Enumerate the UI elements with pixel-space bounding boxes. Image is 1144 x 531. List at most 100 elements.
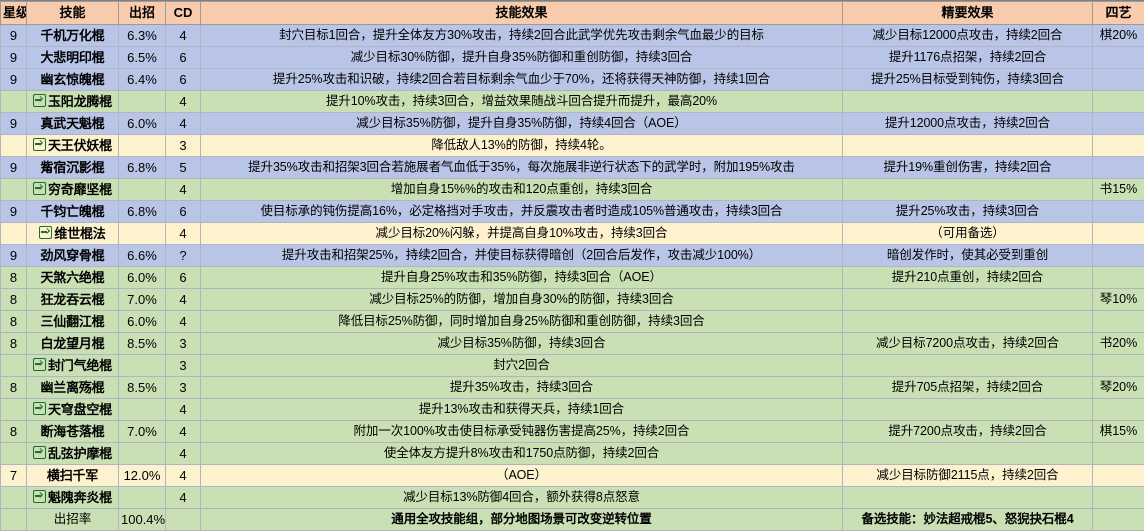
cell-essence-effect[interactable]: 提升705点招架，持续2回合 [843, 377, 1093, 399]
cell-essence-effect[interactable] [843, 443, 1093, 465]
column-header-essence[interactable]: 精要效果 [843, 2, 1093, 25]
cell-essence-effect[interactable] [843, 179, 1093, 201]
cell-star[interactable]: 9 [1, 47, 27, 69]
cell-essence-effect[interactable]: 提升210点重创，持续2回合 [843, 267, 1093, 289]
cell-cast-rate[interactable]: 7.0% [119, 289, 166, 311]
column-header-cd[interactable]: CD [166, 2, 201, 25]
cell-four-arts[interactable] [1093, 355, 1144, 377]
cell-cooldown[interactable]: 4 [166, 465, 201, 487]
column-header-effect[interactable]: 技能效果 [201, 2, 843, 25]
cell-skill-name[interactable]: 封门气绝棍 [27, 355, 119, 377]
cell-essence-effect[interactable]: 提升19%重创伤害，持续2回合 [843, 157, 1093, 179]
cell-cast-rate[interactable] [119, 399, 166, 421]
cell-essence-effect[interactable]: 减少目标12000点攻击，持续2回合 [843, 25, 1093, 47]
cell-four-arts[interactable] [1093, 465, 1144, 487]
cell-four-arts[interactable] [1093, 91, 1144, 113]
cell-essence-effect[interactable] [843, 135, 1093, 157]
cell-skill-effect[interactable]: 使目标承的钝伤提高16%，必定格挡对手攻击，并反震攻击者时造成105%普通攻击，… [201, 201, 843, 223]
cell-four-arts[interactable]: 棋20% [1093, 25, 1144, 47]
cell-star[interactable] [1, 135, 27, 157]
cell-skill-name[interactable]: 天穹盘空棍 [27, 399, 119, 421]
cell-four-arts[interactable] [1093, 201, 1144, 223]
cell-skill-effect[interactable]: 降低敌人13%的防御，持续4轮。 [201, 135, 843, 157]
cell-skill-effect[interactable]: 减少目标30%防御，提升自身35%防御和重创防御，持续3回合 [201, 47, 843, 69]
cell-skill-effect[interactable]: （AOE） [201, 465, 843, 487]
cell-cooldown[interactable]: 4 [166, 91, 201, 113]
cell-cooldown[interactable]: 4 [166, 289, 201, 311]
cell-four-arts[interactable]: 书20% [1093, 333, 1144, 355]
cell-skill-name[interactable]: 千机万化棍 [27, 25, 119, 47]
cell-skill-effect[interactable]: 封穴目标1回合，提升全体友方30%攻击，持续2回合此武学优先攻击剩余气血最少的目… [201, 25, 843, 47]
cell-skill-name[interactable]: 乱弦护摩棍 [27, 443, 119, 465]
cell-skill-name[interactable]: 白龙望月棍 [27, 333, 119, 355]
cell-cast-rate[interactable]: 6.0% [119, 311, 166, 333]
cell-four-arts[interactable] [1093, 311, 1144, 333]
cell-cooldown[interactable]: ? [166, 245, 201, 267]
cell-cooldown[interactable]: 3 [166, 135, 201, 157]
cell-essence-effect[interactable] [843, 487, 1093, 509]
cell-star[interactable]: 9 [1, 201, 27, 223]
cell-skill-effect[interactable]: 减少目标13%防御4回合，额外获得8点怒意 [201, 487, 843, 509]
cell-cast-rate[interactable] [119, 91, 166, 113]
column-header-rate[interactable]: 出招 [119, 2, 166, 25]
cell-cooldown[interactable]: 3 [166, 355, 201, 377]
cell-skill-name[interactable]: 天煞六绝棍 [27, 267, 119, 289]
cell-four-arts[interactable] [1093, 443, 1144, 465]
cell-skill-name[interactable]: 三仙翻江棍 [27, 311, 119, 333]
cell-four-arts[interactable] [1093, 135, 1144, 157]
cell-star[interactable] [1, 487, 27, 509]
cell-skill-name[interactable]: 觜宿沉影棍 [27, 157, 119, 179]
cell-cast-rate[interactable]: 8.5% [119, 333, 166, 355]
cell-cooldown[interactable]: 4 [166, 443, 201, 465]
cell-cast-rate[interactable] [119, 355, 166, 377]
cell-skill-effect[interactable]: 提升攻击和招架25%，持续2回合，并使目标获得暗创（2回合后发作，攻击减少100… [201, 245, 843, 267]
cell-star[interactable]: 8 [1, 289, 27, 311]
cell-skill-effect[interactable]: 增加自身15%%的攻击和120点重创，持续3回合 [201, 179, 843, 201]
cell-cast-rate[interactable]: 6.0% [119, 267, 166, 289]
cell-star[interactable]: 8 [1, 311, 27, 333]
cell-cast-rate[interactable] [119, 487, 166, 509]
cell-cooldown[interactable]: 4 [166, 421, 201, 443]
cell-skill-name[interactable]: 横扫千军 [27, 465, 119, 487]
cell-skill-effect[interactable]: 减少目标20%闪躲，并提高自身10%攻击，持续3回合 [201, 223, 843, 245]
cell-four-arts[interactable] [1093, 113, 1144, 135]
cell-four-arts[interactable]: 书15% [1093, 179, 1144, 201]
cell-cast-rate[interactable] [119, 135, 166, 157]
cell-four-arts[interactable]: 棋15% [1093, 421, 1144, 443]
cell-star[interactable]: 7 [1, 465, 27, 487]
cell-cast-rate[interactable]: 6.5% [119, 47, 166, 69]
cell-cast-rate[interactable]: 8.5% [119, 377, 166, 399]
cell-cast-rate[interactable] [119, 443, 166, 465]
cell-skill-effect[interactable]: 附加一次100%攻击使目标承受钝器伤害提高25%，持续2回合 [201, 421, 843, 443]
cell-four-arts[interactable] [1093, 267, 1144, 289]
cell-four-arts[interactable] [1093, 69, 1144, 91]
cell-cooldown[interactable]: 6 [166, 267, 201, 289]
cell-cast-rate[interactable]: 6.4% [119, 69, 166, 91]
cell-four-arts[interactable] [1093, 399, 1144, 421]
cell-cooldown[interactable]: 4 [166, 179, 201, 201]
cell-four-arts[interactable] [1093, 245, 1144, 267]
cell-cooldown[interactable]: 4 [166, 399, 201, 421]
cell-star[interactable] [1, 443, 27, 465]
cell-four-arts[interactable] [1093, 157, 1144, 179]
cell-cooldown[interactable]: 4 [166, 25, 201, 47]
cell-essence-effect[interactable]: 提升25%目标受到钝伤，持续3回合 [843, 69, 1093, 91]
cell-skill-effect[interactable]: 降低目标25%防御，同时增加自身25%防御和重创防御，持续3回合 [201, 311, 843, 333]
cell-cast-rate[interactable]: 6.8% [119, 157, 166, 179]
cell-star[interactable]: 9 [1, 113, 27, 135]
cell-cooldown[interactable]: 6 [166, 201, 201, 223]
cell-star[interactable] [1, 355, 27, 377]
cell-skill-effect[interactable]: 提升13%攻击和获得天兵，持续1回合 [201, 399, 843, 421]
cell-skill-name[interactable]: 大悲明印棍 [27, 47, 119, 69]
cell-star[interactable]: 9 [1, 25, 27, 47]
cell-skill-effect[interactable]: 提升35%攻击和招架3回合若施展者气血低于35%，每次施展非逆行状态下的武学时，… [201, 157, 843, 179]
cell-essence-effect[interactable]: 暗创发作时，使其必受到重创 [843, 245, 1093, 267]
cell-skill-name[interactable]: 幽兰离殇棍 [27, 377, 119, 399]
cell-essence-effect[interactable] [843, 399, 1093, 421]
cell-four-arts[interactable]: 琴20% [1093, 377, 1144, 399]
cell-skill-effect[interactable]: 提升自身25%攻击和35%防御，持续3回合（AOE） [201, 267, 843, 289]
cell-skill-name[interactable]: 天王伏妖棍 [27, 135, 119, 157]
cell-star[interactable]: 8 [1, 377, 27, 399]
cell-skill-effect[interactable]: 提升10%攻击，持续3回合，增益效果随战斗回合提升而提升，最高20% [201, 91, 843, 113]
cell-star[interactable]: 8 [1, 421, 27, 443]
